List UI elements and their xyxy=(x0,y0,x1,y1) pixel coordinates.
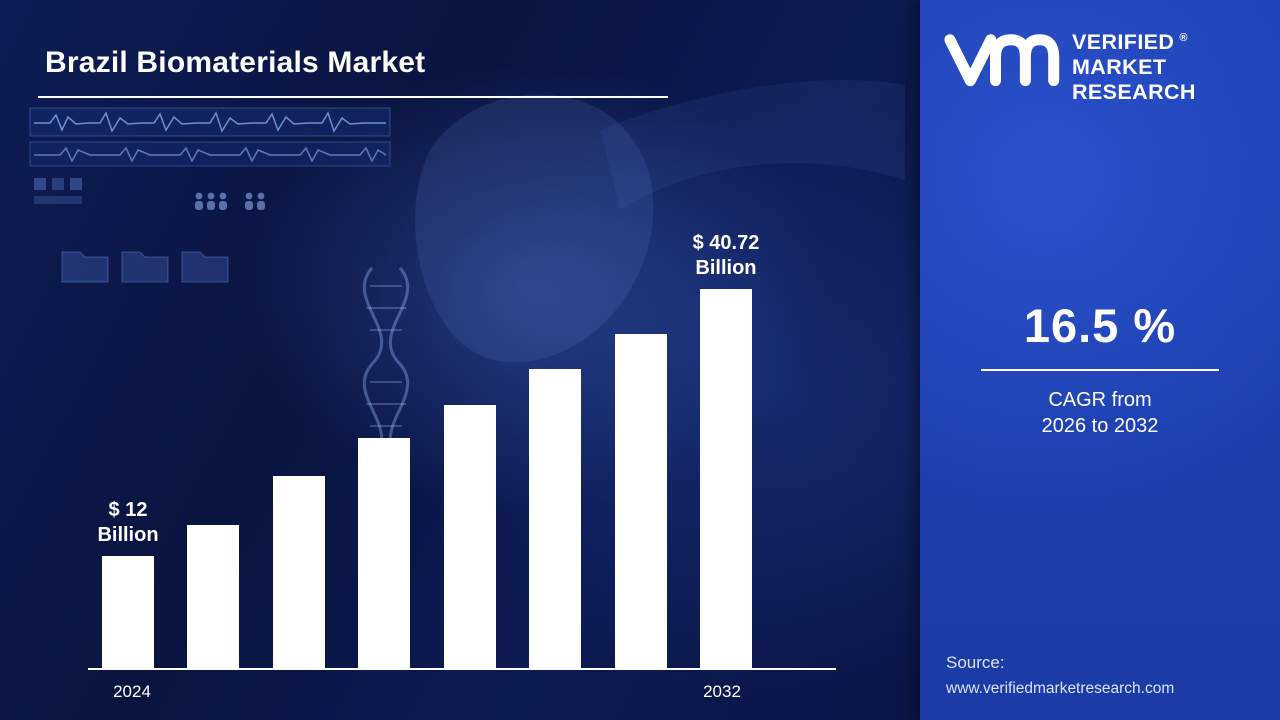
cagr-label-line1: CAGR from xyxy=(1048,389,1152,411)
chart-section: Brazil Biomaterials Market $ 12 Billion $ … xyxy=(0,0,920,720)
brand-line-2: MARKET xyxy=(1072,55,1167,80)
bar: $ 12 Billion xyxy=(97,499,159,668)
bar xyxy=(443,405,496,668)
page-title: Brazil Biomaterials Market xyxy=(45,46,426,79)
x-tick-2032: 2032 xyxy=(703,682,741,701)
brand-line-3: RESEARCH xyxy=(1072,80,1196,105)
source-block: Source: www.verifiedmarketresearch.com xyxy=(946,653,1174,698)
cagr-block: 16.5 % CAGR from 2026 to 2032 xyxy=(920,298,1280,439)
source-label: Source: xyxy=(946,653,1005,672)
bars: $ 12 Billion $ 40.72 Billion xyxy=(97,232,759,668)
bar xyxy=(529,368,582,668)
source-url: www.verifiedmarketresearch.com xyxy=(946,680,1175,697)
ecg-line-icon xyxy=(34,146,387,163)
bar-value-label: $ 12 Billion xyxy=(97,499,159,547)
title-underline xyxy=(38,96,668,98)
cagr-value: 16.5 % xyxy=(1023,299,1177,352)
people-icon xyxy=(195,192,265,210)
bar: $ 40.72 Billion xyxy=(693,232,759,668)
bar-value-label: $ 40.72 Billion xyxy=(692,231,760,279)
cagr-underline xyxy=(981,369,1219,371)
bar-chart: $ 12 Billion $ 40.72 Billion 2024 2032 xyxy=(88,232,836,701)
x-axis xyxy=(88,668,836,670)
brand-text: VERIFIED ® MARKET RESEARCH xyxy=(1072,26,1196,105)
cagr-label-line2: 2026 to 2032 xyxy=(1041,415,1159,437)
x-tick-2024: 2024 xyxy=(113,682,151,701)
ecg-line-icon xyxy=(34,111,386,133)
registered-mark: ® xyxy=(1179,32,1188,44)
bar xyxy=(272,476,325,668)
vmr-logo-icon xyxy=(942,30,1060,97)
bar xyxy=(358,437,411,668)
brand-line-1: VERIFIED ® xyxy=(1072,30,1188,55)
bar xyxy=(187,524,240,668)
bar xyxy=(614,334,667,668)
info-panel: VERIFIED ® MARKET RESEARCH 16.5 % CAGR fr… xyxy=(920,0,1280,720)
brand-logo: VERIFIED ® MARKET RESEARCH xyxy=(920,0,1280,105)
